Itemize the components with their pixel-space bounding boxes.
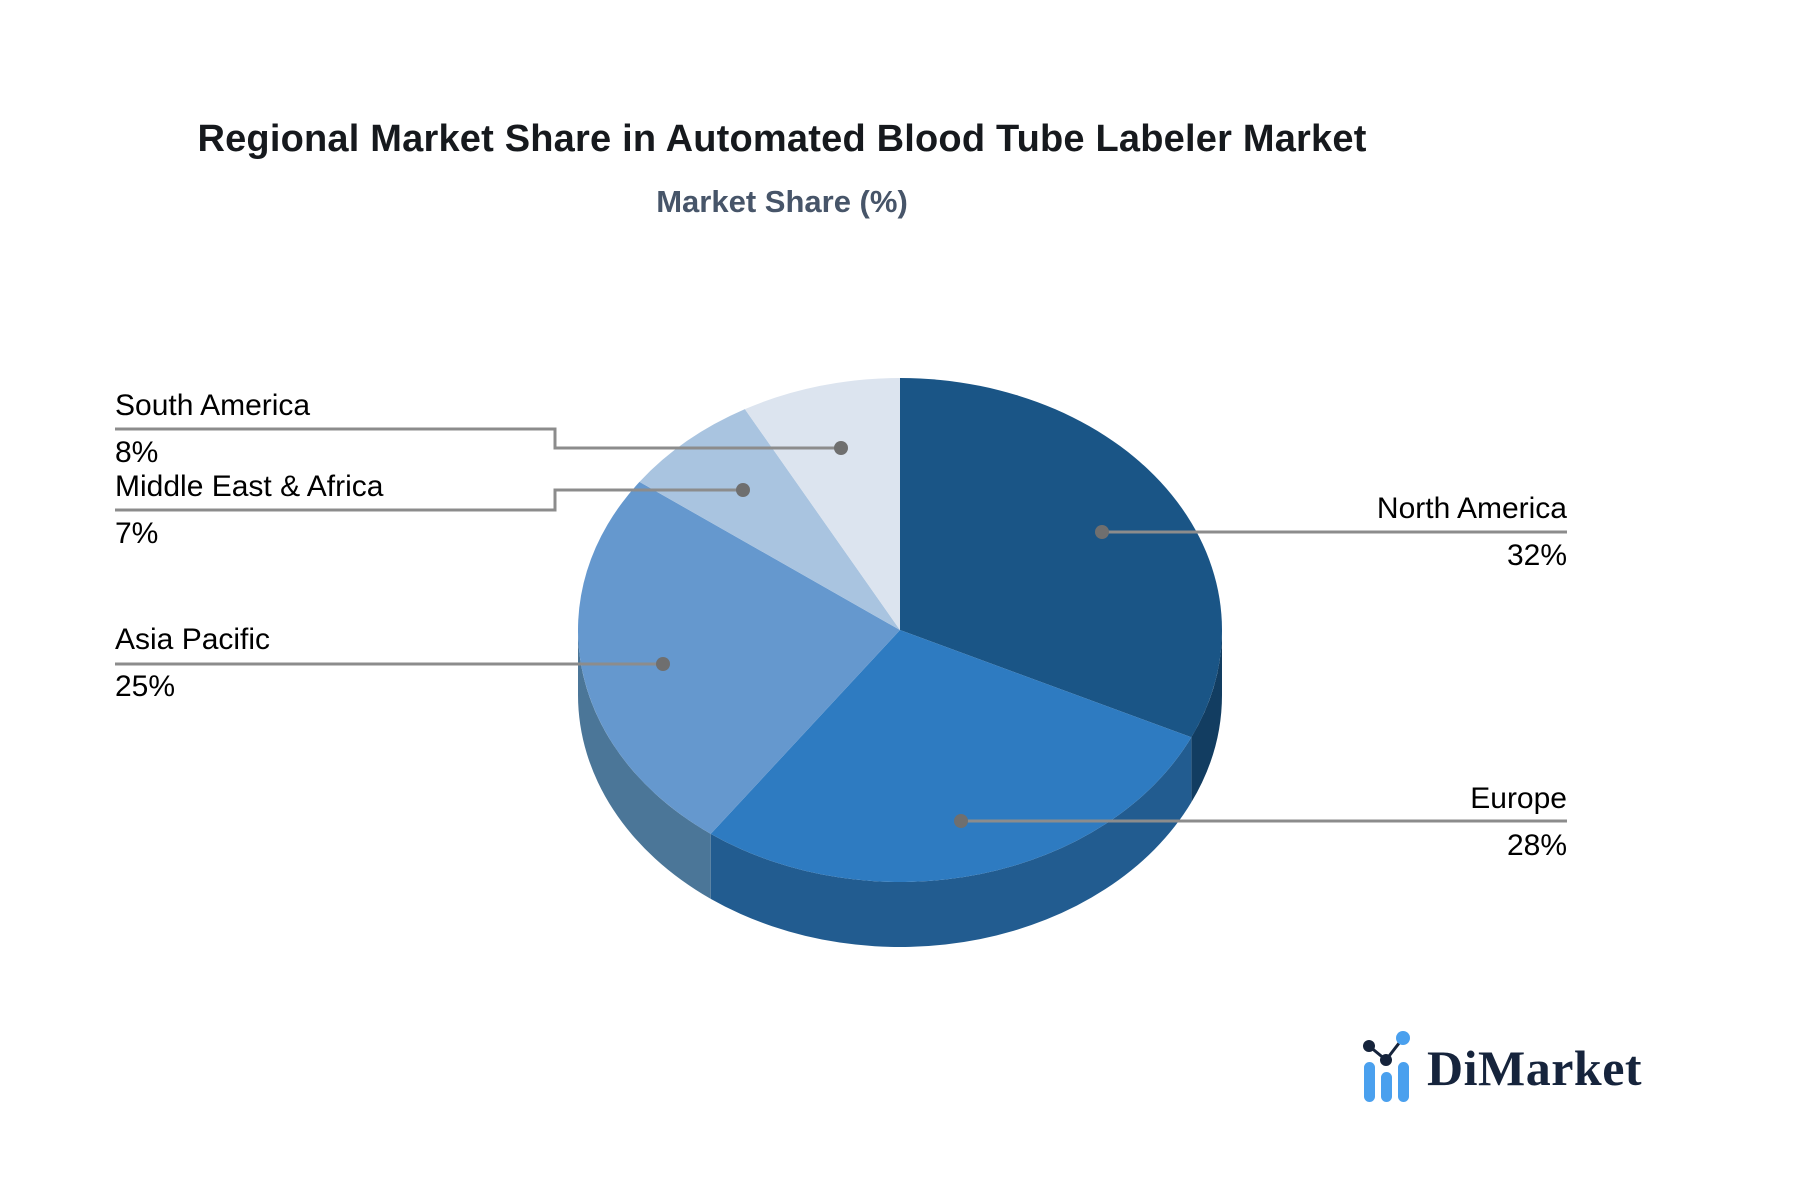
pie-slice-side-asia-pacific [578, 630, 711, 899]
callout-label-middle-east-africa: Middle East & Africa [115, 470, 384, 503]
callout-dot-south-america [834, 441, 848, 455]
callout-dot-asia-pacific [656, 657, 670, 671]
callout-label-south-america: South America [115, 389, 311, 422]
callout-label-asia-pacific: Asia Pacific [115, 623, 271, 656]
callout-label-europe: Europe [1470, 782, 1567, 815]
callout-dot-europe [954, 814, 968, 828]
pie-slice-asia-pacific [578, 481, 900, 834]
brand-logo-text: DiMarket [1427, 1040, 1643, 1096]
callout-value-south-america: 8% [115, 436, 159, 469]
callout-label-north-america: North America [1376, 492, 1567, 525]
callout-value-middle-east-africa: 7% [115, 517, 159, 550]
brand-logo: DiMarket [1362, 1030, 1642, 1106]
pie-slice-side-europe [710, 737, 1192, 947]
bar-chart-with-trend-dots-icon [1363, 1031, 1410, 1102]
callout-value-europe: 28% [1506, 829, 1567, 862]
callout-dot-north-america [1095, 525, 1109, 539]
callout-value-north-america: 32% [1506, 539, 1567, 572]
callout-dot-middle-east-africa [736, 483, 750, 497]
callout-line-south-america [115, 427, 841, 450]
chart-subtitle: Market Share (%) [656, 184, 908, 219]
callout-line-middle-east-africa [115, 488, 743, 512]
pie-slice-north-america [900, 378, 1222, 738]
callout-value-asia-pacific: 25% [115, 670, 176, 703]
pie-slice-europe [710, 630, 1192, 882]
pie-slice-middle-east-africa [639, 409, 900, 630]
chart-title: Regional Market Share in Automated Blood… [197, 118, 1367, 160]
pie-slice-side-north-america [1191, 630, 1222, 803]
pie-slice-south-america [744, 378, 900, 630]
